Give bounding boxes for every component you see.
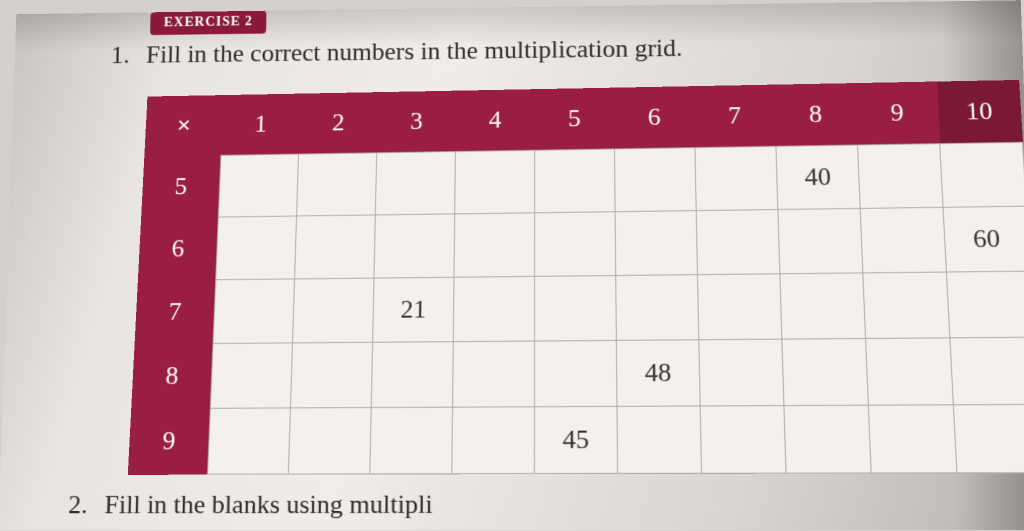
col-header: 8	[774, 83, 857, 146]
grid-cell	[784, 405, 871, 473]
grid-cell	[868, 405, 957, 473]
grid-cell	[452, 407, 535, 474]
grid-cell	[697, 274, 781, 340]
grid-cell	[293, 278, 374, 343]
grid-row: 6 60	[138, 206, 1024, 280]
col-header: 4	[455, 89, 534, 151]
grid-row: 5 40	[141, 142, 1024, 218]
grid-cell	[535, 276, 617, 342]
col-header: 6	[614, 86, 695, 149]
grid-cell	[535, 149, 616, 213]
grid-cell	[782, 338, 868, 405]
grid-cell	[295, 215, 376, 279]
grid-cell	[780, 273, 866, 339]
grid-cell	[297, 153, 377, 216]
grid-cell: 48	[616, 340, 700, 407]
q1-number: 1.	[111, 41, 141, 70]
grid-cell	[371, 342, 453, 408]
grid-cell	[216, 216, 297, 280]
grid-cell	[699, 339, 784, 406]
grid-row: 9 45	[128, 404, 1024, 474]
grid-cell	[208, 408, 291, 474]
col-header: 1	[221, 94, 301, 156]
grid-cell	[940, 142, 1024, 207]
exercise-badge: EXERCISE 2	[150, 11, 267, 35]
grid-cell	[535, 212, 616, 277]
row-header: 5	[141, 155, 221, 218]
grid-cell	[863, 272, 950, 338]
grid-cell: 21	[373, 277, 454, 342]
grid-cell	[616, 275, 699, 341]
col-header: 3	[377, 91, 456, 153]
grid-cell	[953, 404, 1024, 473]
grid-cell	[454, 213, 535, 277]
question-2: 2. Fill in the blanks using multipli	[68, 489, 433, 520]
row-header: 6	[138, 217, 218, 281]
grid-cell	[375, 152, 455, 215]
row-header: 9	[128, 408, 210, 474]
multiplication-grid: × 1 2 3 4 5 6 7 8 9 10 5 40	[128, 80, 1024, 475]
grid-cell	[213, 279, 295, 344]
grid-cell: 45	[534, 406, 617, 473]
grid-corner: ×	[144, 95, 223, 157]
col-header: 7	[694, 85, 776, 148]
grid-cell	[210, 343, 292, 408]
grid-row: 8 48	[131, 337, 1024, 408]
grid-row: 7 21	[135, 271, 1024, 344]
grid-cell: 60	[943, 206, 1024, 272]
grid-cell	[374, 214, 455, 278]
grid-cell	[617, 406, 702, 473]
row-header: 7	[135, 280, 216, 344]
grid-cell	[453, 276, 534, 341]
grid-cell	[700, 406, 786, 474]
grid-cell	[858, 144, 944, 209]
grid-cell	[218, 154, 298, 217]
grid-cell	[778, 208, 863, 273]
grid-cell	[695, 146, 778, 210]
grid-cell	[615, 148, 697, 212]
col-header: 2	[299, 92, 378, 154]
grid-cell	[290, 342, 372, 408]
col-header: 10	[936, 80, 1022, 144]
grid-cell: 40	[776, 145, 860, 210]
grid-cell	[696, 210, 780, 275]
q2-text: Fill in the blanks using multipli	[104, 489, 433, 519]
page-surface: EXERCISE 2 1. Fill in the correct number…	[0, 0, 1024, 530]
grid-cell	[288, 408, 371, 475]
col-header: 5	[535, 88, 615, 151]
grid-cell	[946, 271, 1024, 338]
grid-cell	[615, 211, 697, 276]
col-header: 9	[855, 82, 940, 145]
grid-cell	[860, 207, 946, 273]
row-header: 8	[131, 344, 213, 409]
q1-text: Fill in the correct numbers in the multi…	[146, 34, 683, 69]
q2-number: 2.	[68, 490, 99, 520]
grid-cell	[950, 337, 1024, 405]
grid-cell	[534, 340, 617, 406]
grid-cell	[453, 341, 535, 407]
grid-cell	[455, 150, 535, 214]
grid-cell	[866, 338, 954, 405]
grid-cell	[370, 407, 453, 474]
grid-table: × 1 2 3 4 5 6 7 8 9 10 5 40	[128, 80, 1024, 475]
